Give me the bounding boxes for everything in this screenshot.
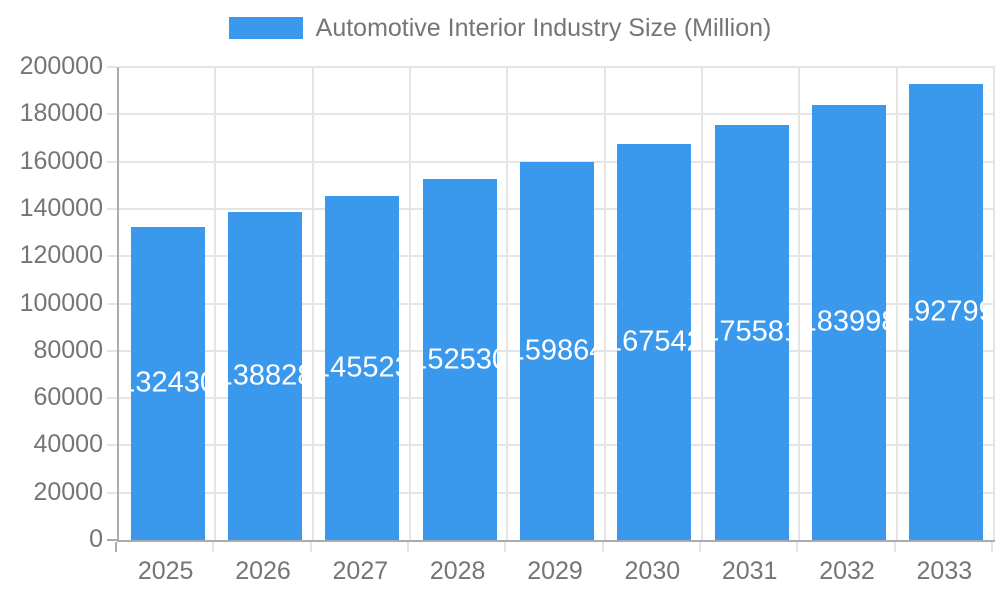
x-axis-tick: [115, 542, 117, 552]
bar-value-label: 192799: [909, 295, 983, 328]
y-axis-label: 60000: [33, 383, 103, 412]
x-axis-tick: [309, 542, 312, 552]
legend-label: Automotive Interior Industry Size (Milli…: [315, 14, 772, 42]
bar[interactable]: 159864: [520, 161, 594, 540]
bar-value-label: 145523: [325, 351, 399, 384]
x-axis-label: 2033: [916, 557, 973, 585]
x-axis-tick: [893, 542, 896, 552]
gridline-vertical: [895, 67, 898, 540]
gridline-vertical: [798, 67, 801, 540]
x-axis-label: 2030: [624, 557, 681, 585]
gridline-horizontal: [119, 66, 995, 68]
x-axis-label: 2031: [721, 557, 778, 585]
gridline-vertical: [214, 67, 217, 540]
bar-value-label: 167542: [617, 325, 691, 358]
y-axis-tick: [107, 349, 117, 352]
y-axis-tick: [107, 444, 117, 447]
y-axis-tick: [107, 255, 117, 258]
x-axis-tick: [991, 542, 993, 552]
x-axis-tick: [212, 542, 215, 552]
y-axis-label: 160000: [19, 146, 103, 175]
y-axis-tick: [107, 66, 117, 68]
x-axis-tick: [407, 542, 409, 552]
bar-value-label: 132430: [131, 366, 205, 399]
bar-value-label: 183998: [812, 305, 886, 338]
bar-value-label: 152530: [423, 343, 497, 376]
x-axis-label: 2032: [819, 557, 875, 585]
gridline-vertical: [311, 67, 314, 540]
bar-value-label: 175581: [715, 315, 789, 348]
y-axis-tick: [107, 160, 117, 163]
gridline-vertical: [506, 67, 509, 540]
legend: Automotive Interior Industry Size (Milli…: [0, 14, 1000, 42]
x-axis-label: 2026: [235, 557, 291, 585]
y-axis-label: 20000: [33, 477, 103, 506]
x-axis-label: 2025: [137, 557, 194, 585]
y-axis-tick: [107, 207, 117, 210]
y-axis-label: 100000: [19, 288, 103, 317]
y-axis-label: 40000: [33, 430, 103, 459]
gridline-horizontal: [119, 160, 995, 163]
y-axis-tick: [107, 539, 117, 541]
gridline-vertical: [993, 67, 995, 540]
y-axis-label: 80000: [33, 335, 103, 364]
plot-area: 132430 138828 145523 152530 159864 167542 1755…: [117, 66, 995, 542]
bar-value-label: 159864: [520, 334, 594, 367]
y-axis-tick: [107, 491, 117, 494]
bar[interactable]: 167542: [617, 143, 692, 540]
bar[interactable]: 132430: [130, 226, 205, 540]
y-axis-label: 200000: [19, 52, 103, 80]
y-axis-tick: [107, 302, 117, 305]
x-axis-tick: [796, 542, 799, 552]
bar[interactable]: 183998: [812, 104, 886, 540]
y-axis-label: 0: [89, 525, 103, 553]
gridline-vertical: [701, 67, 703, 540]
bar[interactable]: 192799: [909, 84, 984, 540]
gridline-vertical: [409, 67, 411, 540]
bar[interactable]: 145523: [325, 195, 400, 540]
x-axis-tick: [699, 542, 701, 552]
legend-item[interactable]: Automotive Interior Industry Size (Milli…: [228, 14, 772, 42]
gridline-vertical: [603, 67, 606, 540]
y-axis-tick: [107, 113, 117, 116]
y-axis-tick: [107, 397, 117, 400]
y-axis-label: 120000: [19, 241, 103, 270]
x-axis-tick: [504, 542, 507, 552]
bar-value-label: 138828: [228, 359, 302, 392]
gridline-horizontal: [119, 113, 995, 116]
bar[interactable]: 138828: [228, 211, 302, 540]
y-axis-label: 140000: [19, 193, 103, 222]
legend-color-swatch: [228, 17, 303, 39]
x-axis-label: 2027: [332, 557, 389, 585]
bar[interactable]: 175581: [714, 124, 789, 540]
x-axis-label: 2029: [527, 557, 583, 585]
x-axis-tick: [601, 542, 604, 552]
y-axis-label: 180000: [19, 99, 103, 128]
bar[interactable]: 152530: [422, 179, 497, 540]
x-axis-label: 2028: [429, 557, 486, 585]
